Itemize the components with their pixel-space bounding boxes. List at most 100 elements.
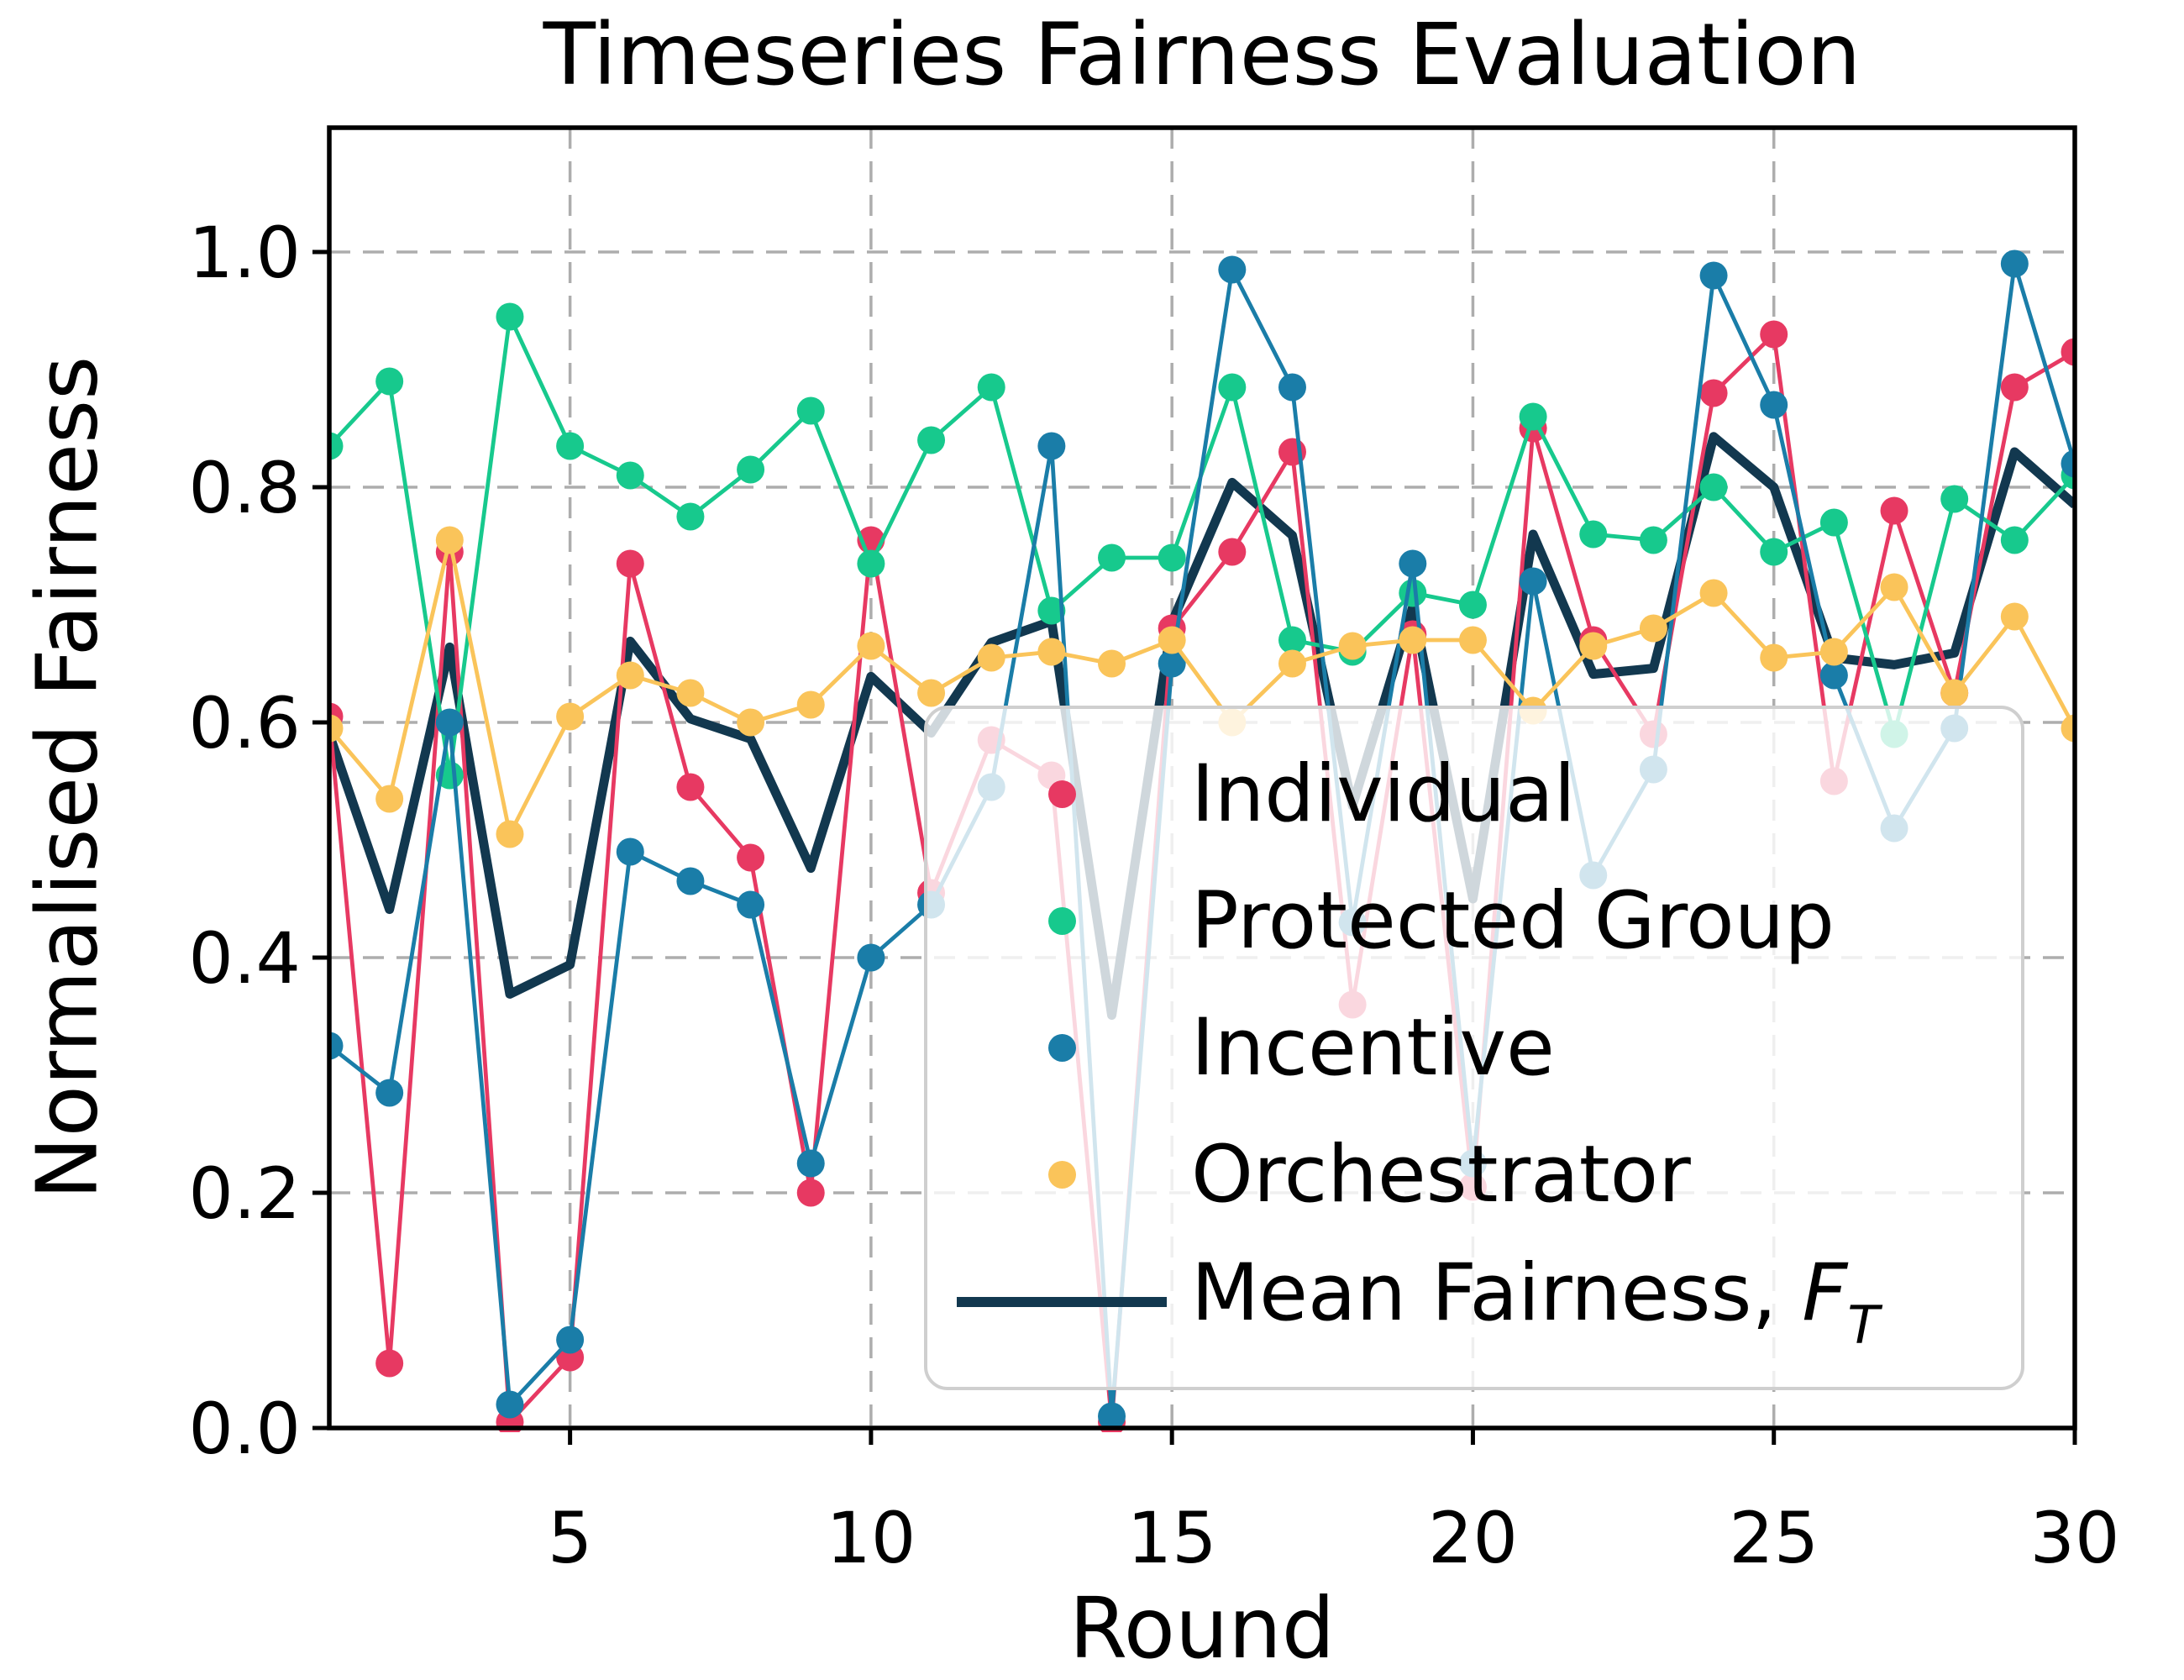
protected-group-point bbox=[1098, 543, 1126, 572]
protected-group-point bbox=[616, 461, 644, 490]
x-tick-label: 15 bbox=[1127, 1497, 1217, 1579]
protected-group-point bbox=[917, 426, 946, 454]
incentive-point bbox=[2000, 249, 2029, 278]
protected-group-point bbox=[1519, 402, 1547, 431]
legend-label: Mean Fairness, FT bbox=[1191, 1247, 1880, 1356]
protected-group-point bbox=[1819, 508, 1848, 537]
legend-item-orchestrator: Orchestrator bbox=[944, 1111, 2004, 1238]
protected-group-point bbox=[1760, 538, 1788, 566]
orchestrator-point bbox=[1158, 626, 1186, 654]
individual-point bbox=[1699, 379, 1728, 407]
legend-item-individual: Individual bbox=[944, 731, 2004, 858]
y-tick-label: 0.6 bbox=[188, 682, 301, 764]
protected-group-point bbox=[1037, 596, 1066, 625]
orchestrator-point bbox=[1338, 632, 1367, 660]
legend-label: Individual bbox=[1191, 748, 1576, 840]
y-tick-label: 0.8 bbox=[188, 447, 301, 529]
incentive-point bbox=[1399, 549, 1427, 578]
incentive-point bbox=[1098, 1402, 1126, 1431]
protected-group-point bbox=[857, 549, 885, 578]
individual-point bbox=[676, 773, 705, 801]
incentive-point bbox=[1218, 255, 1247, 284]
orchestrator-point bbox=[1278, 649, 1306, 678]
orchestrator-point bbox=[556, 702, 585, 731]
individual-point bbox=[616, 549, 644, 578]
plot-border bbox=[327, 125, 2077, 1431]
protected-group-point bbox=[977, 373, 1005, 402]
protected-group-point bbox=[1940, 485, 1969, 513]
legend-label: Protected Group bbox=[1191, 875, 1835, 967]
orchestrator-point bbox=[1458, 626, 1487, 654]
incentive-point bbox=[1278, 373, 1306, 402]
individual-point bbox=[1760, 320, 1788, 349]
protected-group-point bbox=[676, 502, 705, 531]
incentive-point bbox=[496, 1390, 524, 1419]
chart-title: Timeseries Fairness Evaluation bbox=[543, 5, 1861, 105]
y-tick-label: 0.2 bbox=[188, 1152, 301, 1235]
incentive-point bbox=[1158, 649, 1186, 678]
protected-group-point bbox=[1158, 543, 1186, 572]
orchestrator-point bbox=[1940, 679, 1969, 707]
individual-point bbox=[796, 1179, 825, 1207]
protected-group-point bbox=[1579, 520, 1608, 549]
orchestrator-point bbox=[1819, 638, 1848, 666]
protected-group-point bbox=[1218, 373, 1247, 402]
legend-item-mean: Mean Fairness, FT bbox=[944, 1238, 2004, 1365]
protected-group-point bbox=[796, 396, 825, 425]
protected-group-point bbox=[1278, 626, 1306, 654]
orchestrator-point bbox=[1639, 614, 1667, 643]
orchestrator-point bbox=[1699, 579, 1728, 607]
x-tick-label: 30 bbox=[2030, 1497, 2120, 1579]
orchestrator-point bbox=[1760, 643, 1788, 672]
incentive-point bbox=[1519, 567, 1547, 596]
orchestrator-point bbox=[1399, 626, 1427, 654]
orchestrator-point bbox=[857, 632, 885, 660]
orchestrator-point bbox=[977, 643, 1005, 672]
mean-line-icon bbox=[957, 1296, 1167, 1307]
protected-group-point bbox=[1458, 591, 1487, 619]
incentive-point bbox=[737, 890, 765, 919]
orchestrator-point bbox=[737, 708, 765, 737]
orchestrator-point bbox=[1037, 638, 1066, 666]
individual-point bbox=[375, 1349, 404, 1378]
orchestrator-point bbox=[435, 526, 464, 554]
orchestrator-point bbox=[1098, 649, 1126, 678]
x-tick-label: 20 bbox=[1428, 1497, 1518, 1579]
incentive-point bbox=[1819, 661, 1848, 690]
incentive-point bbox=[1760, 391, 1788, 419]
y-tick-label: 0.0 bbox=[188, 1388, 301, 1470]
protected-group-point bbox=[1699, 473, 1728, 501]
incentive-point bbox=[556, 1326, 585, 1354]
incentive-point bbox=[796, 1149, 825, 1178]
legend-item-protected_group: Protected Group bbox=[944, 858, 2004, 984]
orchestrator-point bbox=[2000, 602, 2029, 631]
incentive-point bbox=[1699, 261, 1728, 290]
individual-point bbox=[1880, 496, 1908, 525]
incentive-point bbox=[857, 943, 885, 972]
orchestrator-point bbox=[796, 690, 825, 719]
protected-group-point bbox=[1639, 526, 1667, 554]
orchestrator-point bbox=[917, 679, 946, 707]
x-tick-label: 10 bbox=[826, 1497, 916, 1579]
incentive-point bbox=[676, 867, 705, 895]
legend-item-incentive: Incentive bbox=[944, 984, 2004, 1111]
protected-group-point bbox=[2000, 526, 2029, 554]
incentive-point bbox=[375, 1079, 404, 1107]
orchestrator-point bbox=[496, 820, 524, 848]
orchestrator-marker-icon bbox=[1047, 1161, 1076, 1189]
incentive-point bbox=[1037, 432, 1066, 460]
protected-group-point bbox=[556, 432, 585, 460]
protected-group-point bbox=[737, 455, 765, 484]
protected_group-marker-icon bbox=[1047, 907, 1076, 935]
individual-point bbox=[2000, 373, 2029, 402]
individual-point bbox=[737, 843, 765, 872]
individual-marker-icon bbox=[1047, 780, 1076, 808]
orchestrator-point bbox=[1880, 573, 1908, 601]
x-tick-label: 25 bbox=[1729, 1497, 1819, 1579]
y-tick-label: 0.4 bbox=[188, 917, 301, 1000]
orchestrator-point bbox=[676, 679, 705, 707]
incentive-marker-icon bbox=[1047, 1034, 1076, 1062]
incentive-line bbox=[328, 261, 2076, 1419]
legend-label: Incentive bbox=[1191, 1002, 1555, 1094]
